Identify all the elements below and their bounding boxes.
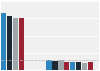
Bar [13, 18, 18, 70]
Bar [1, 13, 6, 70]
Bar [19, 18, 24, 70]
Bar [70, 62, 75, 70]
Bar [52, 61, 58, 70]
Bar [64, 62, 69, 70]
Bar [76, 62, 81, 70]
Bar [58, 59, 64, 70]
Bar [7, 16, 12, 70]
Bar [82, 63, 87, 70]
Bar [88, 62, 93, 70]
Bar [46, 60, 52, 70]
